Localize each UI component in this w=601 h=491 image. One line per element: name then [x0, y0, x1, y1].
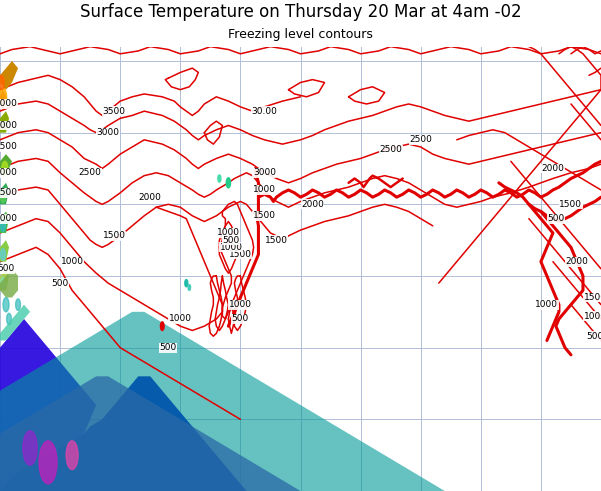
- Text: 500: 500: [587, 332, 601, 341]
- Polygon shape: [0, 319, 96, 491]
- Text: 1000: 1000: [169, 315, 192, 324]
- Polygon shape: [0, 212, 9, 233]
- Circle shape: [23, 431, 37, 465]
- Text: 1500: 1500: [103, 231, 126, 241]
- Polygon shape: [0, 376, 246, 491]
- Circle shape: [2, 162, 8, 176]
- Polygon shape: [0, 61, 18, 90]
- Text: 3000: 3000: [97, 128, 120, 137]
- Text: 3000: 3000: [253, 168, 276, 177]
- Text: 1500: 1500: [584, 293, 601, 302]
- Circle shape: [1, 277, 5, 289]
- Text: 1000: 1000: [584, 312, 601, 321]
- Text: 1000: 1000: [220, 243, 243, 252]
- Text: 1000: 1000: [535, 300, 558, 309]
- Circle shape: [160, 322, 164, 330]
- Polygon shape: [0, 111, 9, 133]
- Circle shape: [66, 441, 78, 469]
- Circle shape: [16, 299, 20, 310]
- Text: 500: 500: [223, 236, 240, 245]
- Polygon shape: [0, 269, 9, 290]
- Text: 500: 500: [0, 264, 14, 273]
- Circle shape: [1, 249, 5, 260]
- Text: 2500: 2500: [0, 142, 17, 152]
- Text: Surface Temperature on Thursday 20 Mar at 4am -02: Surface Temperature on Thursday 20 Mar a…: [80, 2, 521, 21]
- Polygon shape: [0, 240, 9, 262]
- Text: 1000: 1000: [253, 186, 276, 194]
- Text: 500: 500: [160, 343, 177, 352]
- Circle shape: [1, 191, 5, 203]
- Polygon shape: [0, 90, 6, 111]
- Polygon shape: [0, 154, 12, 176]
- Polygon shape: [0, 312, 445, 491]
- Text: 1500: 1500: [229, 250, 252, 259]
- Text: 3500: 3500: [103, 107, 126, 116]
- Circle shape: [218, 175, 221, 182]
- Text: 500: 500: [232, 315, 249, 324]
- Text: 2000: 2000: [566, 257, 588, 266]
- Polygon shape: [0, 269, 18, 298]
- Circle shape: [0, 75, 4, 90]
- Text: 2000: 2000: [301, 200, 324, 209]
- Polygon shape: [0, 183, 9, 204]
- Circle shape: [188, 285, 191, 290]
- Text: 2500: 2500: [409, 136, 432, 144]
- Text: 1000: 1000: [0, 214, 17, 223]
- Text: 3000: 3000: [0, 121, 17, 130]
- Text: 1500: 1500: [253, 211, 276, 220]
- Polygon shape: [0, 376, 300, 491]
- Circle shape: [7, 313, 11, 325]
- Text: 2000: 2000: [139, 192, 162, 202]
- Circle shape: [0, 88, 7, 106]
- Text: 4000: 4000: [0, 100, 17, 109]
- Text: 500: 500: [548, 214, 564, 223]
- Text: 1500: 1500: [560, 200, 582, 209]
- Circle shape: [185, 279, 188, 287]
- Circle shape: [227, 178, 231, 188]
- Circle shape: [3, 298, 9, 312]
- Text: 1500: 1500: [0, 189, 17, 197]
- Text: 2000: 2000: [0, 168, 17, 177]
- Text: 1000: 1000: [61, 257, 84, 266]
- Text: 1000: 1000: [229, 300, 252, 309]
- Circle shape: [1, 220, 5, 232]
- Text: 2500: 2500: [79, 168, 102, 177]
- Polygon shape: [0, 304, 30, 340]
- Text: Freezing level contours: Freezing level contours: [228, 28, 373, 41]
- Text: 500: 500: [52, 279, 69, 288]
- Text: 1000: 1000: [217, 228, 240, 238]
- Text: 30.00: 30.00: [251, 107, 278, 116]
- Text: 1500: 1500: [265, 236, 288, 245]
- Circle shape: [39, 441, 57, 484]
- Text: 2000: 2000: [542, 164, 564, 173]
- Text: 2500: 2500: [379, 145, 402, 154]
